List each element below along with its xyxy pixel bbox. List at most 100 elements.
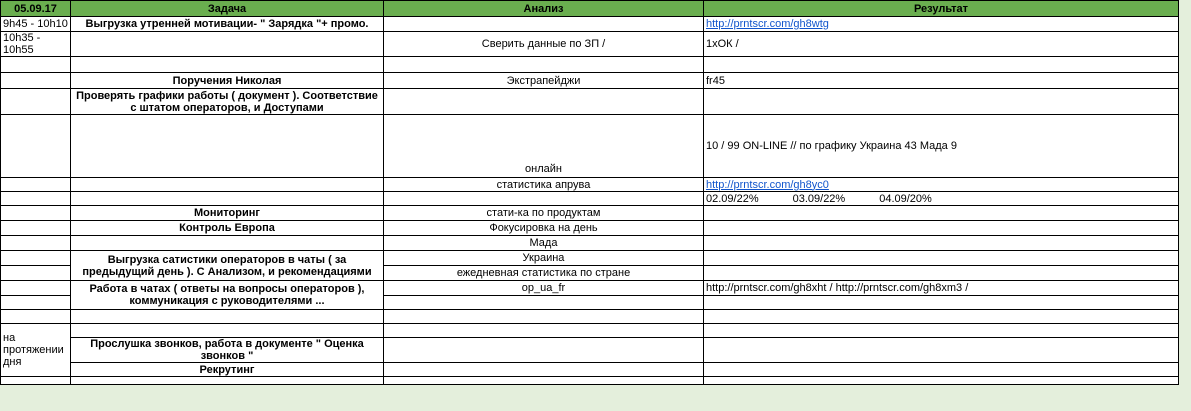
cell-time-range[interactable]: на протяжении дня (0, 323, 71, 377)
cell-result[interactable]: 10 / 99 ON-LINE // по графику Украина 43… (703, 114, 1179, 178)
cell-analysis[interactable]: op_ua_fr (383, 280, 704, 296)
percent-0409: 04.09/20% (879, 192, 932, 205)
cell-analysis[interactable] (383, 337, 704, 363)
cell-time[interactable] (0, 88, 71, 115)
cell-result[interactable] (703, 295, 1179, 310)
table-row: Прослушка звонков, работа в документе " … (1, 337, 1179, 363)
table-row (0, 56, 1179, 73)
cell-result[interactable] (703, 337, 1179, 363)
cell-result[interactable]: http://prntscr.com/gh8wtg (703, 16, 1179, 32)
cell-result[interactable]: fr45 (703, 72, 1179, 89)
table-row: онлайн 10 / 99 ON-LINE // по графику Укр… (0, 114, 1179, 178)
result-link[interactable]: http://prntscr.com/gh8yc0 (706, 178, 829, 191)
cell-analysis[interactable]: Украина (383, 250, 704, 266)
cell-task[interactable]: Контроль Европа (70, 220, 384, 236)
cell-time[interactable] (0, 295, 71, 310)
cell-task[interactable] (70, 309, 384, 324)
table-row: Поручения Николая Экстрапейджи fr45 (0, 72, 1179, 89)
cell-time[interactable] (0, 72, 71, 89)
cell-analysis[interactable] (383, 309, 704, 324)
header-cell-task: Задача (70, 0, 384, 17)
cell-time[interactable] (0, 309, 71, 324)
table-row: Контроль Европа Фокусировка на день (0, 220, 1179, 236)
table-row: 10h35 - 10h55 Сверить данные по ЗП / 1хО… (0, 31, 1179, 57)
cell-result[interactable]: http://prntscr.com/gh8yc0 (703, 177, 1179, 192)
table-row (0, 309, 1179, 324)
cell-analysis[interactable] (383, 323, 704, 338)
cell-analysis[interactable]: Сверить данные по ЗП / (383, 31, 704, 57)
cell-result[interactable] (703, 309, 1179, 324)
table-row: 02.09/22% 03.09/22% 04.09/20% (0, 191, 1179, 206)
cell-task[interactable]: Прослушка звонков, работа в документе " … (70, 337, 384, 363)
header-cell-date: 05.09.17 (0, 0, 71, 17)
cell-task[interactable] (70, 191, 384, 206)
cell-task[interactable]: Работа в чатах ( ответы на вопросы опера… (70, 280, 384, 310)
cell-result[interactable] (703, 323, 1179, 338)
cell-analysis[interactable] (383, 88, 704, 115)
cell-time[interactable] (0, 250, 71, 266)
cell-time[interactable] (0, 114, 71, 178)
cell-result[interactable] (703, 362, 1179, 377)
cell-time[interactable] (0, 376, 71, 385)
result-link[interactable]: http://prntscr.com/gh8wtg (706, 18, 829, 30)
table-row (0, 376, 1179, 385)
table-row: Мада (0, 235, 1179, 251)
cell-result[interactable] (703, 88, 1179, 115)
cell-task[interactable]: Выгрузка сатистики операторов в чаты ( з… (70, 250, 384, 281)
table-row: 9h45 - 10h10 Выгрузка утренней мотивации… (0, 16, 1179, 32)
cell-task[interactable]: Мониторинг (70, 205, 384, 221)
cell-time[interactable] (0, 205, 71, 221)
cell-analysis[interactable]: стати-ка по продуктам (383, 205, 704, 221)
cell-time[interactable] (0, 235, 71, 251)
cell-task[interactable] (70, 177, 384, 192)
cell-time[interactable] (0, 220, 71, 236)
cell-result[interactable] (703, 56, 1179, 73)
cell-analysis[interactable]: Экстрапейджи (383, 72, 704, 89)
cell-analysis[interactable]: Фокусировка на день (383, 220, 704, 236)
cell-task[interactable] (70, 31, 384, 57)
cell-time[interactable] (0, 177, 71, 192)
cell-task[interactable]: Выгрузка утренней мотивации- " Зарядка "… (70, 16, 384, 32)
cell-analysis[interactable]: онлайн (383, 114, 704, 178)
table-row: Выгрузка сатистики операторов в чаты ( з… (0, 250, 1179, 281)
cell-result[interactable] (703, 235, 1179, 251)
cell-analysis[interactable]: статистика апрува (383, 177, 704, 192)
cell-analysis[interactable]: Мада (383, 235, 704, 251)
cell-task[interactable] (70, 56, 384, 73)
cell-task[interactable] (70, 114, 384, 178)
cell-task[interactable]: Проверять графики работы ( документ ). С… (70, 88, 384, 115)
percent-0209: 02.09/22% (706, 192, 759, 205)
cell-task[interactable]: Рекрутинг (70, 362, 384, 377)
cell-result-percentages[interactable]: 02.09/22% 03.09/22% 04.09/20% (703, 191, 1179, 206)
cell-time[interactable] (0, 56, 71, 73)
cell-result[interactable] (703, 205, 1179, 221)
cell-result[interactable] (703, 250, 1179, 266)
cell-analysis[interactable] (383, 362, 704, 377)
cell-analysis[interactable] (383, 191, 704, 206)
cell-time[interactable] (0, 191, 71, 206)
cell-analysis[interactable] (383, 56, 704, 73)
cell-analysis[interactable] (383, 16, 704, 32)
cell-time[interactable]: 10h35 - 10h55 (0, 31, 71, 57)
header-cell-analysis: Анализ (383, 0, 704, 17)
cell-task[interactable] (70, 323, 384, 338)
cell-result[interactable] (703, 220, 1179, 236)
cell-analysis[interactable] (383, 376, 704, 385)
cell-result[interactable] (703, 265, 1179, 281)
cell-task[interactable] (70, 235, 384, 251)
cell-time[interactable] (0, 280, 71, 296)
cell-task[interactable]: Поручения Николая (70, 72, 384, 89)
cell-task[interactable] (70, 376, 384, 385)
cell-time[interactable] (0, 265, 71, 281)
cell-analysis[interactable]: ежедневная статистика по стране (383, 265, 704, 281)
cell-result[interactable]: http://prntscr.com/gh8xht / http://prnts… (703, 280, 1179, 296)
cell-time[interactable]: 9h45 - 10h10 (0, 16, 71, 32)
table-row: Работа в чатах ( ответы на вопросы опера… (0, 280, 1179, 310)
cell-result[interactable] (703, 376, 1179, 385)
percent-0309: 03.09/22% (792, 192, 846, 205)
header-cell-result: Результат (703, 0, 1179, 17)
cell-result[interactable]: 1хОК / (703, 31, 1179, 57)
table-row: Проверять графики работы ( документ ). С… (0, 88, 1179, 115)
cell-analysis[interactable] (383, 295, 704, 310)
